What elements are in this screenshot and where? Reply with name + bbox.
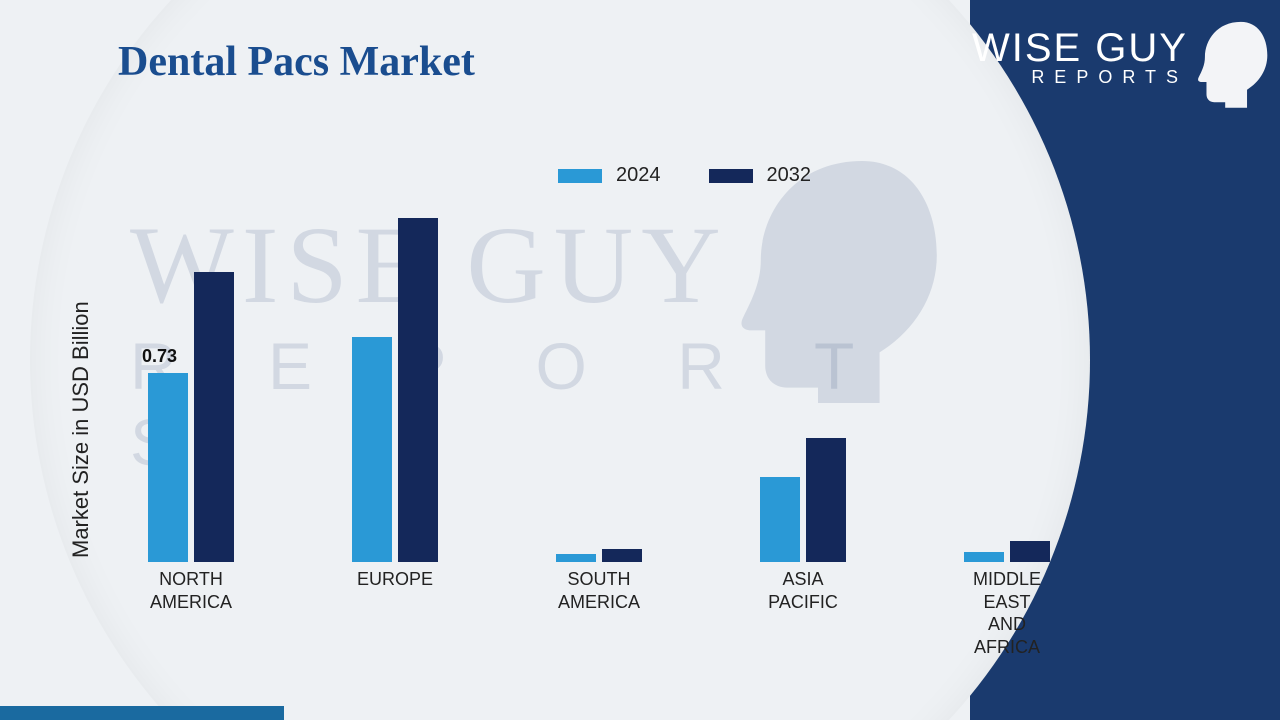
bar-2032: [194, 272, 234, 562]
x-axis-label: MIDDLE EAST AND AFRICA: [947, 568, 1067, 658]
legend-item: 2024: [558, 164, 661, 187]
brand-logo-sub: REPORTS: [972, 68, 1188, 86]
chart-title: Dental Pacs Market: [118, 38, 475, 86]
x-axis-label: EUROPE: [335, 568, 455, 591]
brand-logo: WISE GUY REPORTS: [972, 28, 1188, 86]
legend: 2024 2032: [558, 164, 811, 187]
bar-2032: [1010, 541, 1050, 562]
plot-area: 0.73NORTH AMERICAEUROPESOUTH AMERICAASIA…: [120, 200, 930, 562]
bar-2024: [964, 552, 1004, 562]
bar-2024: [760, 477, 800, 562]
bar-2024: [556, 554, 596, 562]
x-axis-label: SOUTH AMERICA: [539, 568, 659, 613]
legend-swatch: [709, 169, 753, 183]
legend-swatch: [558, 169, 602, 183]
footer-accent-strip: [0, 706, 284, 720]
bar-2032: [602, 549, 642, 562]
x-axis-label: ASIA PACIFIC: [743, 568, 863, 613]
legend-label: 2024: [616, 164, 661, 187]
legend-label: 2032: [767, 164, 812, 187]
legend-item: 2032: [709, 164, 812, 187]
x-axis-label: NORTH AMERICA: [131, 568, 251, 613]
chart-canvas: WISE GUY R E P O R T S Dental Pacs Marke…: [0, 0, 1280, 720]
bar-2024: [148, 373, 188, 562]
bar-2032: [806, 438, 846, 562]
bar-2024: [352, 337, 392, 562]
brand-logo-top: WISE GUY: [972, 28, 1188, 68]
bar-value-label: 0.73: [142, 346, 177, 367]
bar-2032: [398, 218, 438, 562]
y-axis-label: Market Size in USD Billion: [68, 301, 94, 558]
brand-logo-head-icon: [1194, 18, 1272, 108]
